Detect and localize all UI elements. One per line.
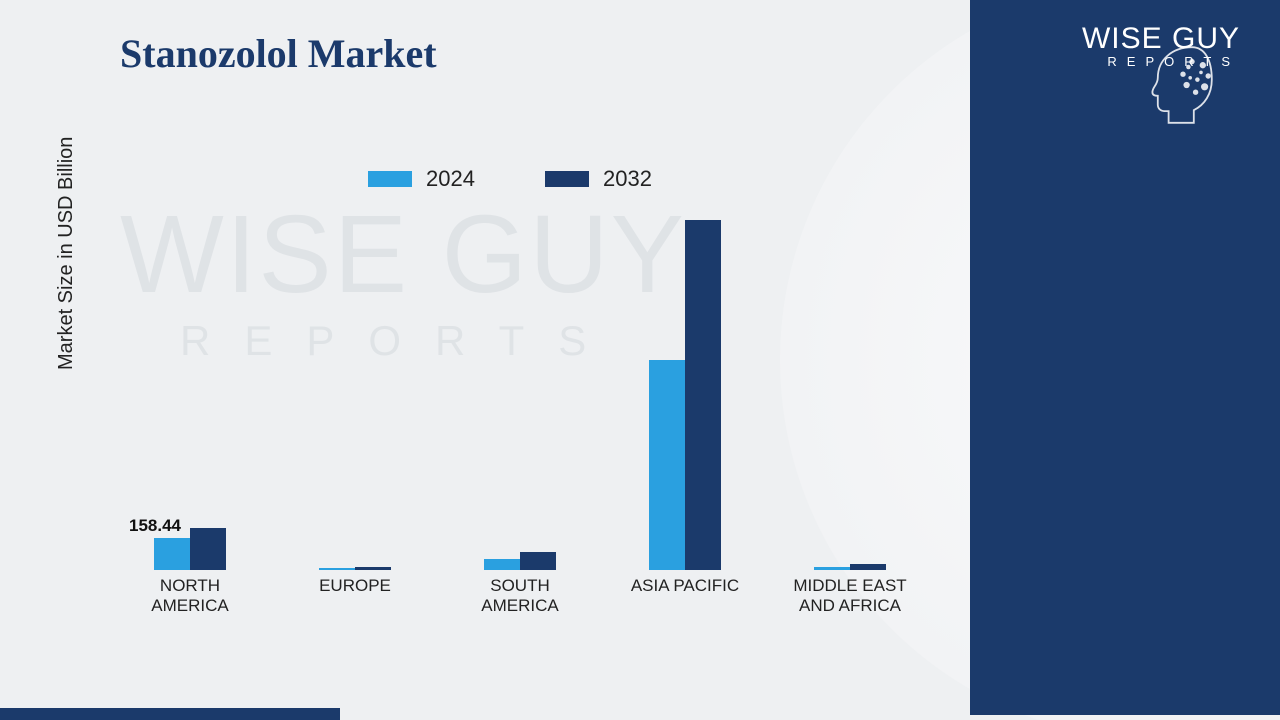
brain-head-icon — [1138, 40, 1228, 130]
category-label-sa: SOUTH AMERICA — [450, 570, 590, 615]
legend-swatch-2024 — [368, 171, 412, 187]
legend-swatch-2032 — [545, 171, 589, 187]
brand-logo: WISE GUY REPORTS — [1082, 22, 1240, 69]
category-label-eu: EUROPE — [285, 570, 425, 596]
value-label-na: 158.44 — [129, 516, 181, 536]
legend: 2024 2032 — [95, 166, 925, 192]
bar-ap-2024 — [649, 360, 685, 570]
bar-ap-2032 — [685, 220, 721, 570]
bar-chart: Market Size in USD Billion 2024 2032 158… — [95, 170, 925, 670]
legend-label-2032: 2032 — [603, 166, 652, 192]
plot-area: 158.44NORTH AMERICA EUROPE SOUTH AMERICA AS… — [135, 210, 925, 570]
bar-group-ap: ASIA PACIFIC — [630, 210, 740, 570]
bar-na-2032 — [190, 528, 226, 570]
category-label-ap: ASIA PACIFIC — [615, 570, 755, 596]
bar-na-2024 — [154, 538, 190, 570]
report-canvas: WISE GUY REPORTS Stanozolol Market WISE … — [0, 0, 1280, 720]
category-label-na: NORTH AMERICA — [120, 570, 260, 615]
bar-sa-2024 — [484, 559, 520, 570]
y-axis-label: Market Size in USD Billion — [55, 137, 78, 370]
bottom-accent-bar — [0, 708, 340, 720]
right-sidebar — [970, 0, 1280, 715]
legend-item-2032: 2032 — [545, 166, 652, 192]
category-label-mea: MIDDLE EAST AND AFRICA — [780, 570, 920, 615]
bar-group-mea: MIDDLE EAST AND AFRICA — [795, 210, 905, 570]
bar-group-na: 158.44NORTH AMERICA — [135, 210, 245, 570]
legend-label-2024: 2024 — [426, 166, 475, 192]
chart-title: Stanozolol Market — [120, 30, 437, 77]
legend-item-2024: 2024 — [368, 166, 475, 192]
bar-group-eu: EUROPE — [300, 210, 410, 570]
bar-group-sa: SOUTH AMERICA — [465, 210, 575, 570]
bar-sa-2032 — [520, 552, 556, 570]
